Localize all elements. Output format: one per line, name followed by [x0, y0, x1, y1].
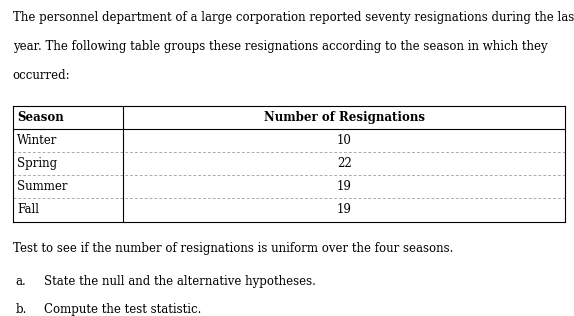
- Text: Season: Season: [17, 111, 64, 124]
- Text: Compute the test statistic.: Compute the test statistic.: [44, 303, 201, 316]
- Text: b.: b.: [15, 303, 27, 316]
- Text: 19: 19: [337, 204, 352, 216]
- Text: year. The following table groups these resignations according to the season in w: year. The following table groups these r…: [13, 40, 547, 53]
- Text: Summer: Summer: [17, 180, 68, 193]
- Text: The personnel department of a large corporation reported seventy resignations du: The personnel department of a large corp…: [13, 11, 574, 24]
- Text: Fall: Fall: [17, 204, 39, 216]
- Text: Test to see if the number of resignations is uniform over the four seasons.: Test to see if the number of resignation…: [13, 242, 453, 255]
- Text: occurred:: occurred:: [13, 69, 70, 82]
- Text: 10: 10: [337, 134, 352, 147]
- Text: Winter: Winter: [17, 134, 57, 147]
- Text: 22: 22: [337, 157, 352, 170]
- Text: 19: 19: [337, 180, 352, 193]
- Text: State the null and the alternative hypotheses.: State the null and the alternative hypot…: [44, 275, 316, 288]
- Text: Number of Resignations: Number of Resignations: [264, 111, 425, 124]
- Text: Spring: Spring: [17, 157, 57, 170]
- Text: a.: a.: [15, 275, 26, 288]
